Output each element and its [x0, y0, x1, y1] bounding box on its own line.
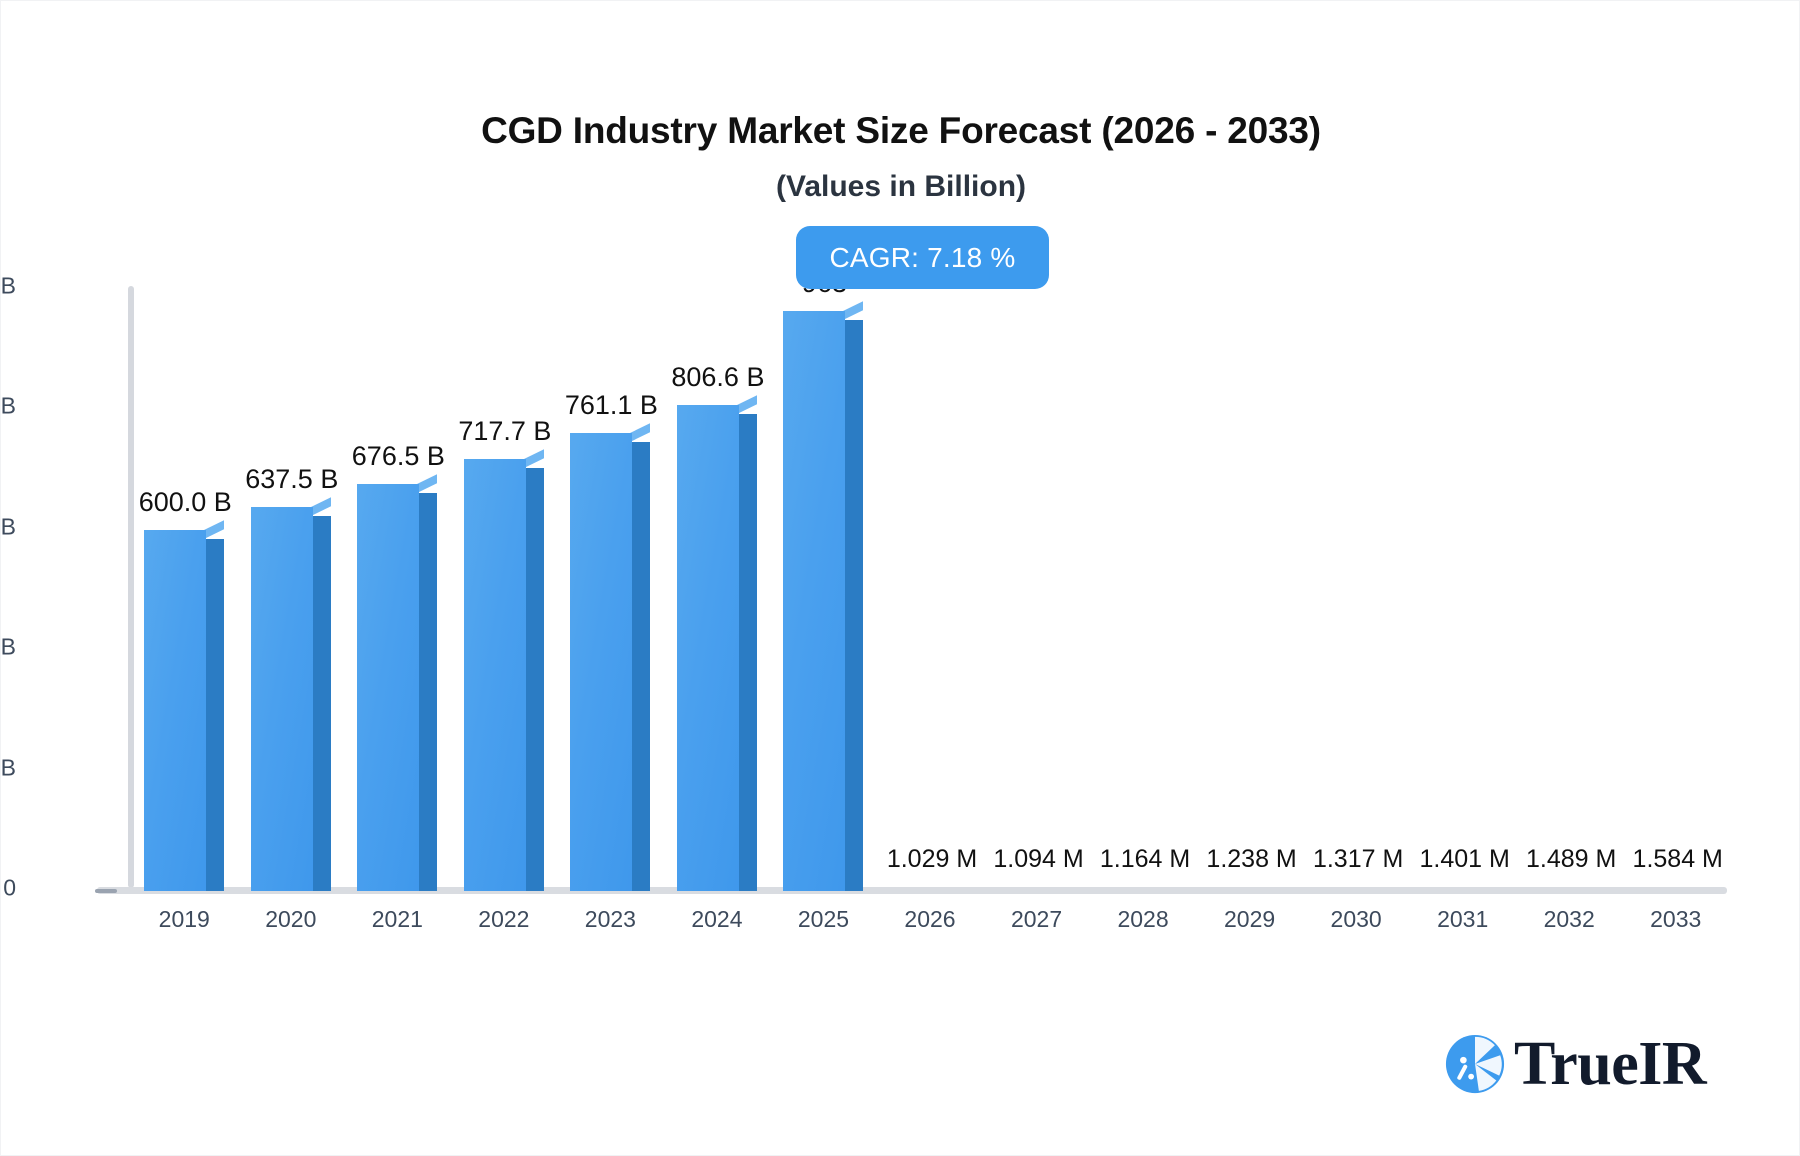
x-tick-label: 2023 [584, 906, 636, 932]
bar-value-label: 717.7 B [458, 415, 552, 446]
bar-front-face [144, 529, 207, 891]
x-axis-line [97, 887, 1727, 894]
y-tick-label: 0 [3, 874, 16, 901]
x-tick-label: 2019 [158, 906, 210, 932]
bar-side-face [632, 441, 651, 891]
bar-top-face [204, 520, 225, 539]
bar [570, 423, 651, 891]
pie-percent-icon [1445, 1034, 1505, 1094]
bar-top-face [523, 449, 544, 468]
x-tick-label: 2029 [1224, 906, 1276, 932]
y-axis-line [128, 286, 134, 888]
cagr-badge: CAGR: 7.18 % [796, 226, 1049, 289]
bar [783, 301, 864, 891]
bar-side-face [525, 467, 544, 891]
bar-value-label: 806.6 B [671, 362, 765, 393]
bar-top-face [736, 395, 757, 415]
forecast-value-label: 1.317 M [1312, 845, 1404, 873]
x-tick-label: 2033 [1650, 906, 1702, 932]
bar [676, 395, 757, 891]
x-tick-label: 2021 [371, 906, 423, 932]
forecast-value-label: 1.401 M [1419, 845, 1510, 873]
brand-name: TrueIR [1514, 1030, 1707, 1098]
bar [357, 473, 438, 891]
bar [463, 449, 544, 891]
x-tick-label: 2028 [1117, 906, 1169, 932]
plot-area: 1000.0B 800.0B 600.0B 400.0B 200.0B 0 600.0 B… [0, 268, 1729, 932]
y-tick-mark [95, 889, 117, 893]
bar-value-label: 761.1 B [564, 389, 658, 420]
bar-side-face [738, 414, 757, 891]
bar-value-label: 676.5 B [351, 440, 445, 471]
x-tick-label: 2027 [1010, 906, 1063, 932]
x-tick-label: 2020 [265, 906, 317, 932]
y-tick-label: 1000.0B [0, 272, 16, 299]
x-tick-label: 2024 [691, 906, 743, 932]
x-tick-label: 2025 [797, 906, 850, 932]
bar-top-face [417, 473, 438, 493]
bar-front-face [357, 483, 420, 891]
forecast-value-label: 1.584 M [1632, 845, 1723, 873]
x-tick-label: 2022 [478, 906, 530, 932]
x-tick-label: 2031 [1437, 906, 1489, 932]
x-tick-label: 2030 [1330, 906, 1382, 932]
bar-value-label: 637.5 B [245, 464, 339, 495]
forecast-value-label: 1.094 M [993, 845, 1084, 873]
bar [144, 520, 225, 891]
chart-subtitle: (Values in Billion) [775, 169, 1027, 203]
bar-front-face [783, 311, 846, 891]
chart-title: CGD Industry Market Size Forecast (2026 … [481, 110, 1321, 151]
bar-top-face [630, 423, 651, 442]
y-tick-label: 800.0B [0, 392, 16, 419]
bar-front-face [570, 432, 633, 891]
bar-front-face [676, 405, 739, 891]
cagr-badge-label: CAGR: 7.18 % [829, 241, 1016, 273]
forecast-value-label: 1.164 M [1099, 845, 1191, 873]
bar-front-face [463, 458, 526, 891]
bar-side-face [845, 320, 864, 891]
bar [250, 497, 331, 891]
forecast-value-label: 1.489 M [1526, 845, 1617, 873]
forecast-value-label: 1.029 M [886, 845, 978, 873]
y-tick-label: 200.0B [0, 754, 16, 781]
y-tick-label: 600.0B [0, 513, 16, 540]
bar-side-face [312, 516, 331, 891]
bar-side-face [419, 492, 438, 891]
y-tick-label: 400.0B [0, 633, 16, 660]
brand-logo: TrueIR [1444, 1030, 1707, 1098]
x-tick-label: 2026 [904, 906, 956, 932]
x-tick-label: 2032 [1543, 906, 1595, 932]
bar-value-label: 600.0 B [138, 486, 232, 517]
forecast-value-label: 1.238 M [1206, 845, 1297, 873]
title-block: CGD Industry Market Size Forecast (2026 … [1, 110, 1800, 203]
bar-side-face [206, 538, 225, 891]
bar-top-face [310, 497, 331, 517]
bar-front-face [250, 507, 313, 891]
bar-top-face [843, 301, 864, 321]
